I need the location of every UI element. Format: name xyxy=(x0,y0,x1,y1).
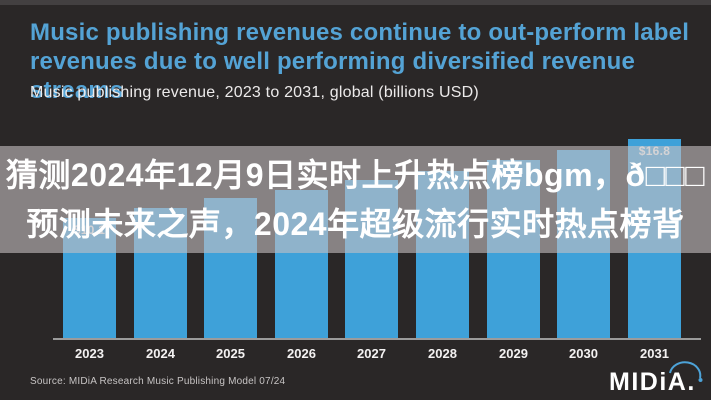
midia-logo-arc-icon xyxy=(669,361,703,382)
x-tick-2031: 2031 xyxy=(640,346,669,361)
x-axis-line xyxy=(53,338,701,340)
x-tick-2024: 2024 xyxy=(146,346,175,361)
top-edge-strip xyxy=(0,0,711,5)
x-tick-2029: 2029 xyxy=(499,346,528,361)
chart-subtitle: Music publishing revenue, 2023 to 2031, … xyxy=(30,84,479,101)
chart-title-line2: revenues due to well performing diversif… xyxy=(30,48,636,104)
midia-logo-text: MIDiA. xyxy=(609,368,696,396)
x-tick-2023: 2023 xyxy=(75,346,104,361)
x-tick-2025: 2025 xyxy=(216,346,245,361)
chart-title: Music publishing revenues continue to ou… xyxy=(30,18,690,105)
midia-logo: MIDiA. xyxy=(609,361,703,398)
chart-title-line1: Music publishing revenues continue to ou… xyxy=(30,19,690,46)
x-tick-2027: 2027 xyxy=(357,346,386,361)
headline-line2: 预测未来之声，2024年超级流行实时热点榜背 xyxy=(26,205,685,242)
x-tick-2028: 2028 xyxy=(428,346,457,361)
headline-line1: 猜测2024年12月9日实时上升热点榜bgm，ð□□□ xyxy=(5,156,706,193)
source-credit: Source: MIDiA Research Music Publishing … xyxy=(30,376,286,387)
headline-overlay-band: 猜测2024年12月9日实时上升热点榜bgm，ð□□□ 预测未来之声，2024年… xyxy=(0,146,711,253)
x-tick-2030: 2030 xyxy=(569,346,598,361)
x-tick-2026: 2026 xyxy=(287,346,316,361)
